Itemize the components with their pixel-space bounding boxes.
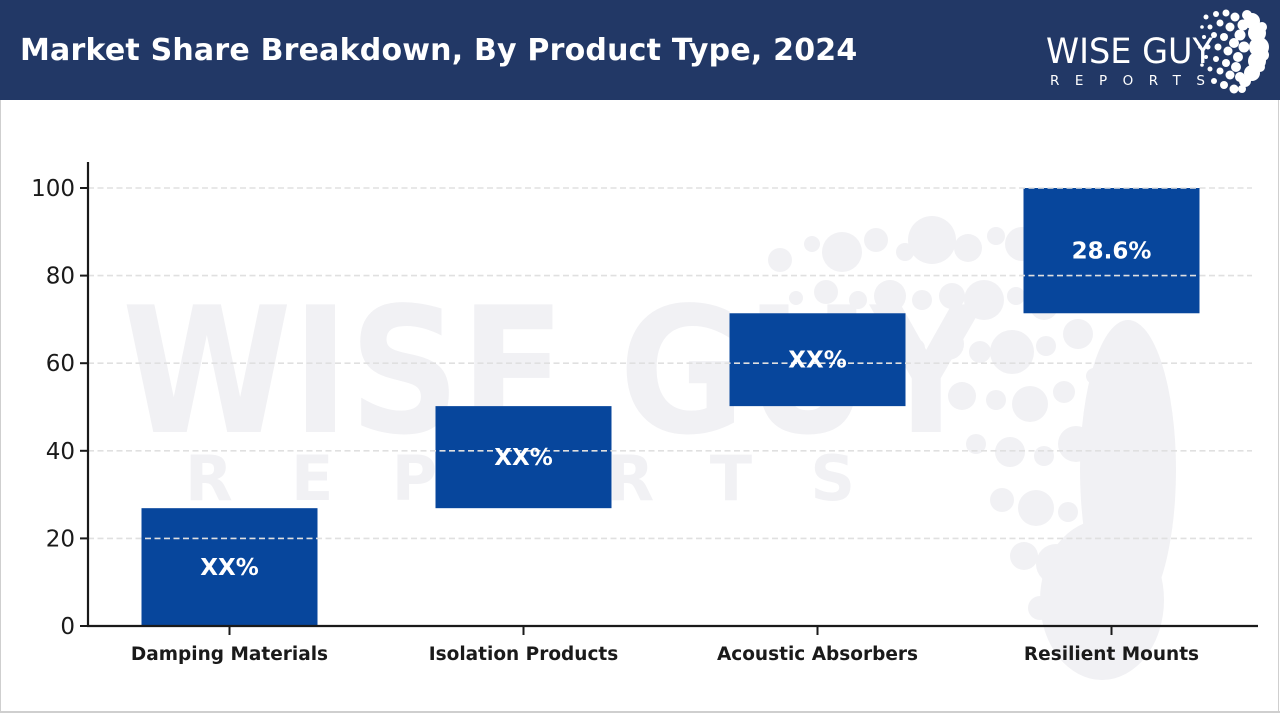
- y-tick-label: 100: [31, 176, 75, 202]
- tick-labels: Damping Materials Isolation Products Acous…: [31, 176, 1199, 665]
- bar-segment: [435, 406, 612, 509]
- logo-face-icon: [1198, 9, 1269, 94]
- frame-border-right: [1278, 100, 1279, 713]
- y-tick-label: 20: [46, 526, 75, 552]
- bar-segment: [729, 313, 906, 407]
- logo-wordmark: WISE GUY: [1046, 32, 1214, 72]
- frame-border-bottom: [0, 711, 1280, 713]
- bar-segment: [141, 508, 318, 626]
- bar-value-label: XX%: [788, 348, 847, 374]
- chart-title: Market Share Breakdown, By Product Type,…: [20, 32, 858, 68]
- y-tick-label: 40: [46, 439, 75, 465]
- bar-segment: [1023, 188, 1200, 314]
- x-tick-label: Resilient Mounts: [1024, 644, 1199, 665]
- gridlines: [88, 187, 1252, 540]
- y-tick-label: 60: [46, 351, 75, 377]
- y-tick-label: 80: [46, 264, 75, 290]
- axes: [80, 162, 1258, 635]
- bar-value-label: XX%: [494, 445, 553, 471]
- bar-series: [141, 188, 1200, 626]
- watermark-dotted-head: [768, 216, 1176, 680]
- frame-border-left: [0, 100, 1, 713]
- bar-value-label: 28.6%: [1072, 239, 1152, 265]
- bar-value-labels: XX% XX% XX% 28.6%: [200, 239, 1151, 581]
- x-tick-label: Isolation Products: [429, 644, 619, 665]
- logo-subword: REPORTS: [1050, 73, 1205, 89]
- bar-value-label: XX%: [200, 555, 259, 581]
- wise-guy-reports-logo: WISE GUY REPORTS: [1046, 9, 1269, 94]
- header-banner: Market Share Breakdown, By Product Type,…: [0, 0, 1280, 100]
- y-tick-label: 0: [60, 614, 75, 640]
- x-tick-label: Acoustic Absorbers: [717, 644, 918, 665]
- x-tick-label: Damping Materials: [131, 644, 328, 665]
